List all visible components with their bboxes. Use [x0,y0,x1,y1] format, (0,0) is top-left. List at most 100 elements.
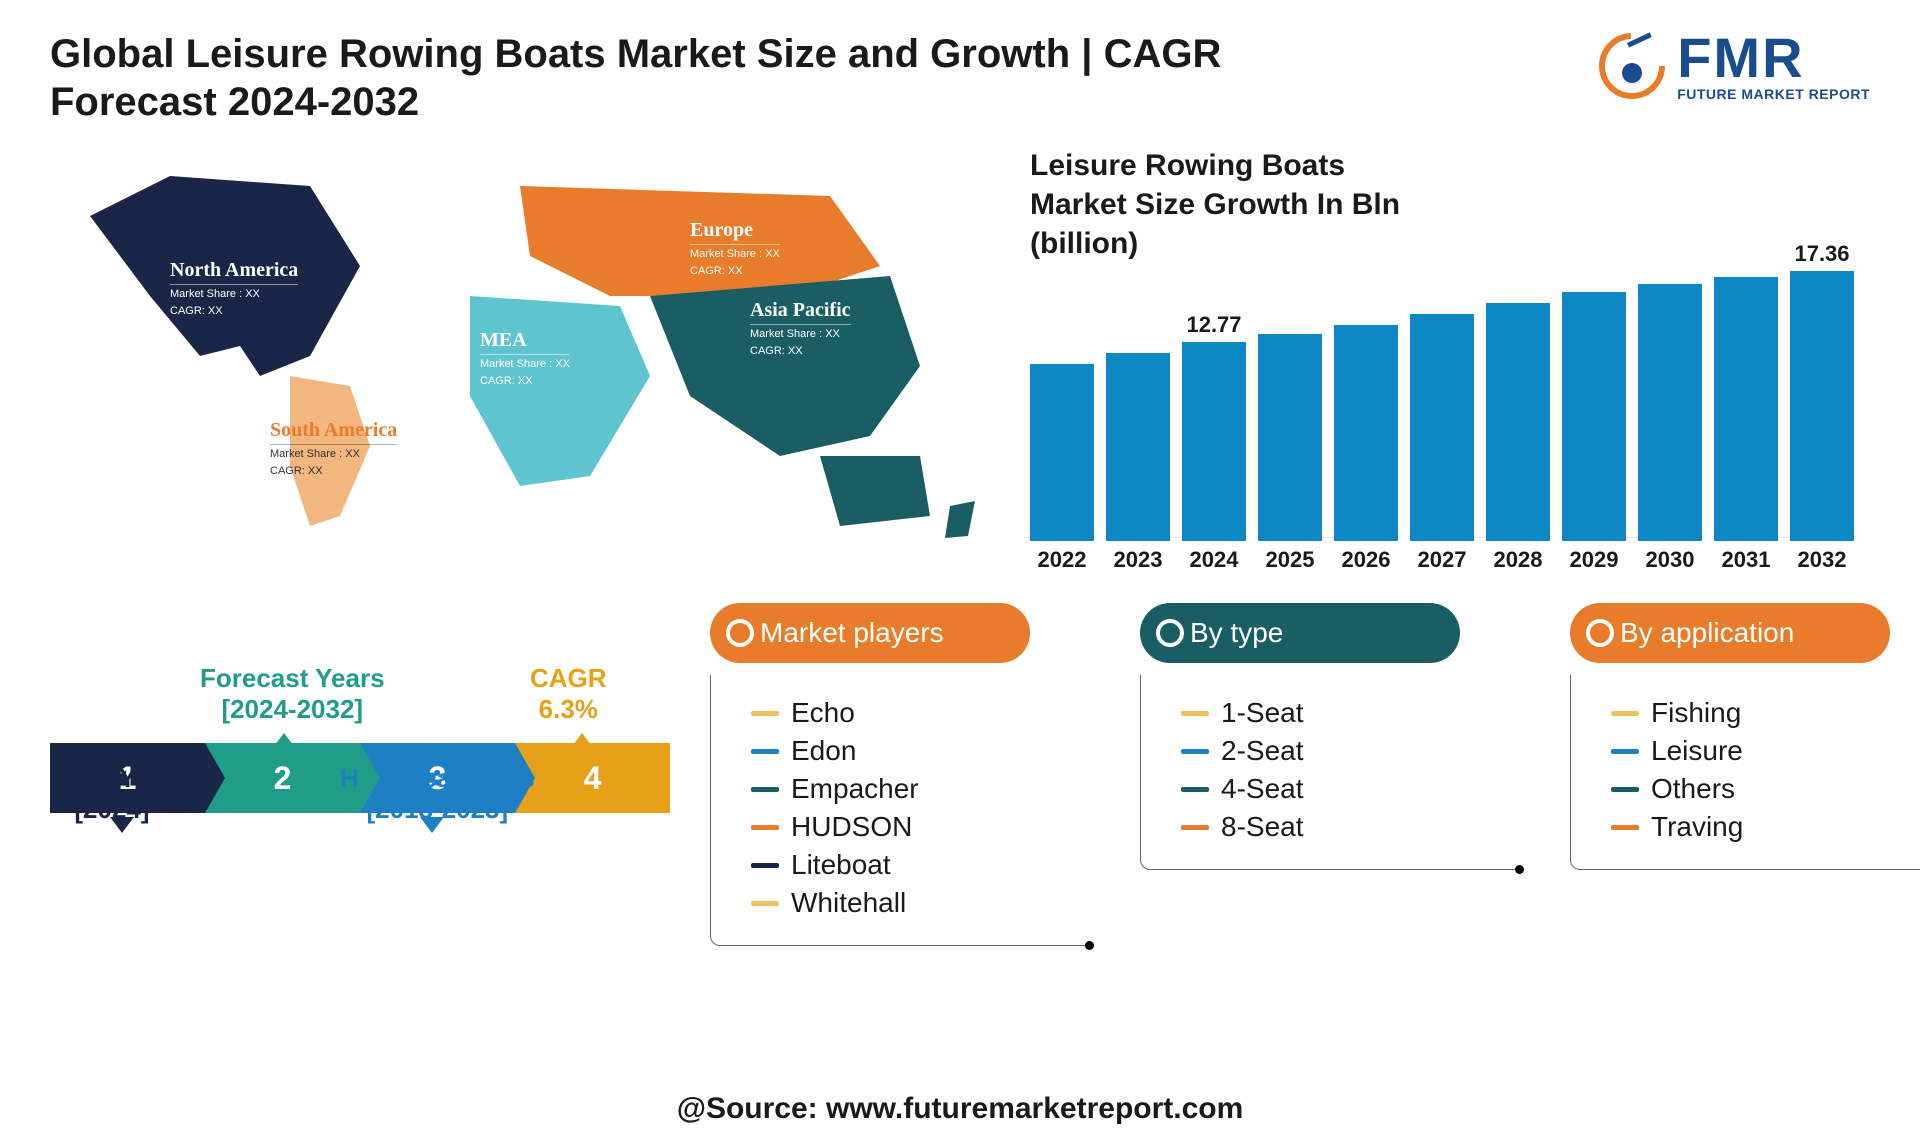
bar-year-label: 2032 [1798,547,1847,573]
cagr-value: 6.3% [539,694,598,724]
region-share: Market Share : XX [480,354,570,372]
category-item-label: Echo [791,697,855,729]
dash-icon [1611,787,1639,792]
cagr-label: CAGR 6.3% [530,663,607,725]
bar-year-label: 2026 [1342,547,1391,573]
lower-row: Forecast Years [2024-2032] CAGR 6.3% 1 2… [50,603,1870,946]
bar-column: 2029 [1562,266,1626,573]
bar-column: 2026 [1334,299,1398,573]
bar-column: 2027 [1410,288,1474,573]
world-map: North AmericaMarket Share : XXCAGR: XXSo… [50,146,1000,546]
dash-icon [1181,749,1209,754]
category-block: By type1-Seat2-Seat4-Seat8-Seat [1140,603,1520,946]
region-name: Europe [690,216,780,244]
category-item-label: 2-Seat [1221,735,1304,767]
category-item: Fishing [1611,697,1920,729]
bar-column: 2030 [1638,258,1702,573]
region-nz [945,501,975,538]
region-cagr: CAGR: XX [270,462,397,479]
category-item-label: Empacher [791,773,919,805]
timeline-top-labels: Forecast Years [2024-2032] CAGR 6.3% [50,663,670,743]
category-item-label: 4-Seat [1221,773,1304,805]
region-name: Asia Pacific [750,296,851,324]
region-cagr: CAGR: XX [480,372,570,389]
region-share: Market Share : XX [750,324,851,342]
region-share: Market Share : XX [690,244,780,262]
timeline: Forecast Years [2024-2032] CAGR 6.3% 1 2… [50,603,670,946]
base-label-text: Base Year [50,763,174,793]
source-line: @Source: www.futuremarketreport.com [0,1092,1920,1126]
bar-column: 12.772024 [1182,312,1246,573]
region-share: Market Share : XX [170,284,298,302]
main-row: North AmericaMarket Share : XXCAGR: XXSo… [50,146,1870,573]
category-item-label: 1-Seat [1221,697,1304,729]
region-cagr: CAGR: XX [170,302,298,319]
bar [1030,364,1094,541]
bar [1638,284,1702,541]
region-name: South America [270,416,397,444]
dash-icon [1611,711,1639,716]
category-item: HUDSON [751,811,1070,843]
logo-text-wrap: FMR FUTURE MARKET REPORT [1677,30,1870,102]
region-share: Market Share : XX [270,444,397,462]
timeline-seg-2: 2 [205,743,360,813]
dash-icon [751,825,779,830]
category-pill: Market players [710,603,1030,663]
dash-icon [751,749,779,754]
bar-year-label: 2022 [1038,547,1087,573]
bar-year-label: 2024 [1190,547,1239,573]
bar-year-label: 2027 [1418,547,1467,573]
category-list: FishingLeisureOthersTraving [1570,675,1920,870]
dash-icon [751,711,779,716]
bar [1790,271,1854,541]
category-block: Market playersEchoEdonEmpacherHUDSONLite… [710,603,1090,946]
category-pill: By application [1570,603,1890,663]
logo-icon [1597,31,1667,101]
category-item: Liteboat [751,849,1070,881]
bar-year-label: 2029 [1570,547,1619,573]
base-value: [2024] [74,794,149,824]
bar-column: 2023 [1106,327,1170,573]
category-item: Empacher [751,773,1070,805]
bar-value-label: 17.36 [1794,241,1849,267]
bar [1106,353,1170,541]
bar-column: 2022 [1030,338,1094,573]
dash-icon [751,863,779,868]
bar-column: 2031 [1714,251,1778,573]
bar-column: 2028 [1486,277,1550,573]
hist-range: [2018-2023] [367,794,509,824]
category-item: 4-Seat [1181,773,1500,805]
bar [1258,334,1322,541]
category-item-label: Others [1651,773,1735,805]
region-label: MEAMarket Share : XXCAGR: XX [480,326,570,390]
category-item: Echo [751,697,1070,729]
category-item: 2-Seat [1181,735,1500,767]
page-title: Global Leisure Rowing Boats Market Size … [50,30,1350,126]
bar-year-label: 2023 [1114,547,1163,573]
category-item-label: Liteboat [791,849,891,881]
dash-icon [1611,825,1639,830]
category-pill: By type [1140,603,1460,663]
logo-tagline: FUTURE MARKET REPORT [1677,86,1870,102]
dash-icon [751,787,779,792]
region-cagr: CAGR: XX [750,342,851,359]
region-cagr: CAGR: XX [690,262,780,279]
dash-icon [751,901,779,906]
region-name: North America [170,256,298,284]
logo-brand: FMR [1677,30,1870,86]
bar [1182,342,1246,541]
category-block: By application FishingLeisureOthersTravin… [1570,603,1920,946]
dash-icon [1181,825,1209,830]
category-item: Others [1611,773,1920,805]
bar-year-label: 2031 [1722,547,1771,573]
forecast-label: Forecast Years [2024-2032] [200,663,385,725]
bar-column: 17.36 2032 [1790,241,1854,573]
category-columns: Market playersEchoEdonEmpacherHUDSONLite… [710,603,1920,946]
base-year-label: Base Year [2024] [50,763,174,825]
region-australia [820,456,930,526]
region-mea [470,296,650,486]
category-item-label: Whitehall [791,887,906,919]
dash-icon [1181,711,1209,716]
chart-bars: 2022202312.77202420252026202720282029203… [1030,273,1870,573]
category-item: 1-Seat [1181,697,1500,729]
